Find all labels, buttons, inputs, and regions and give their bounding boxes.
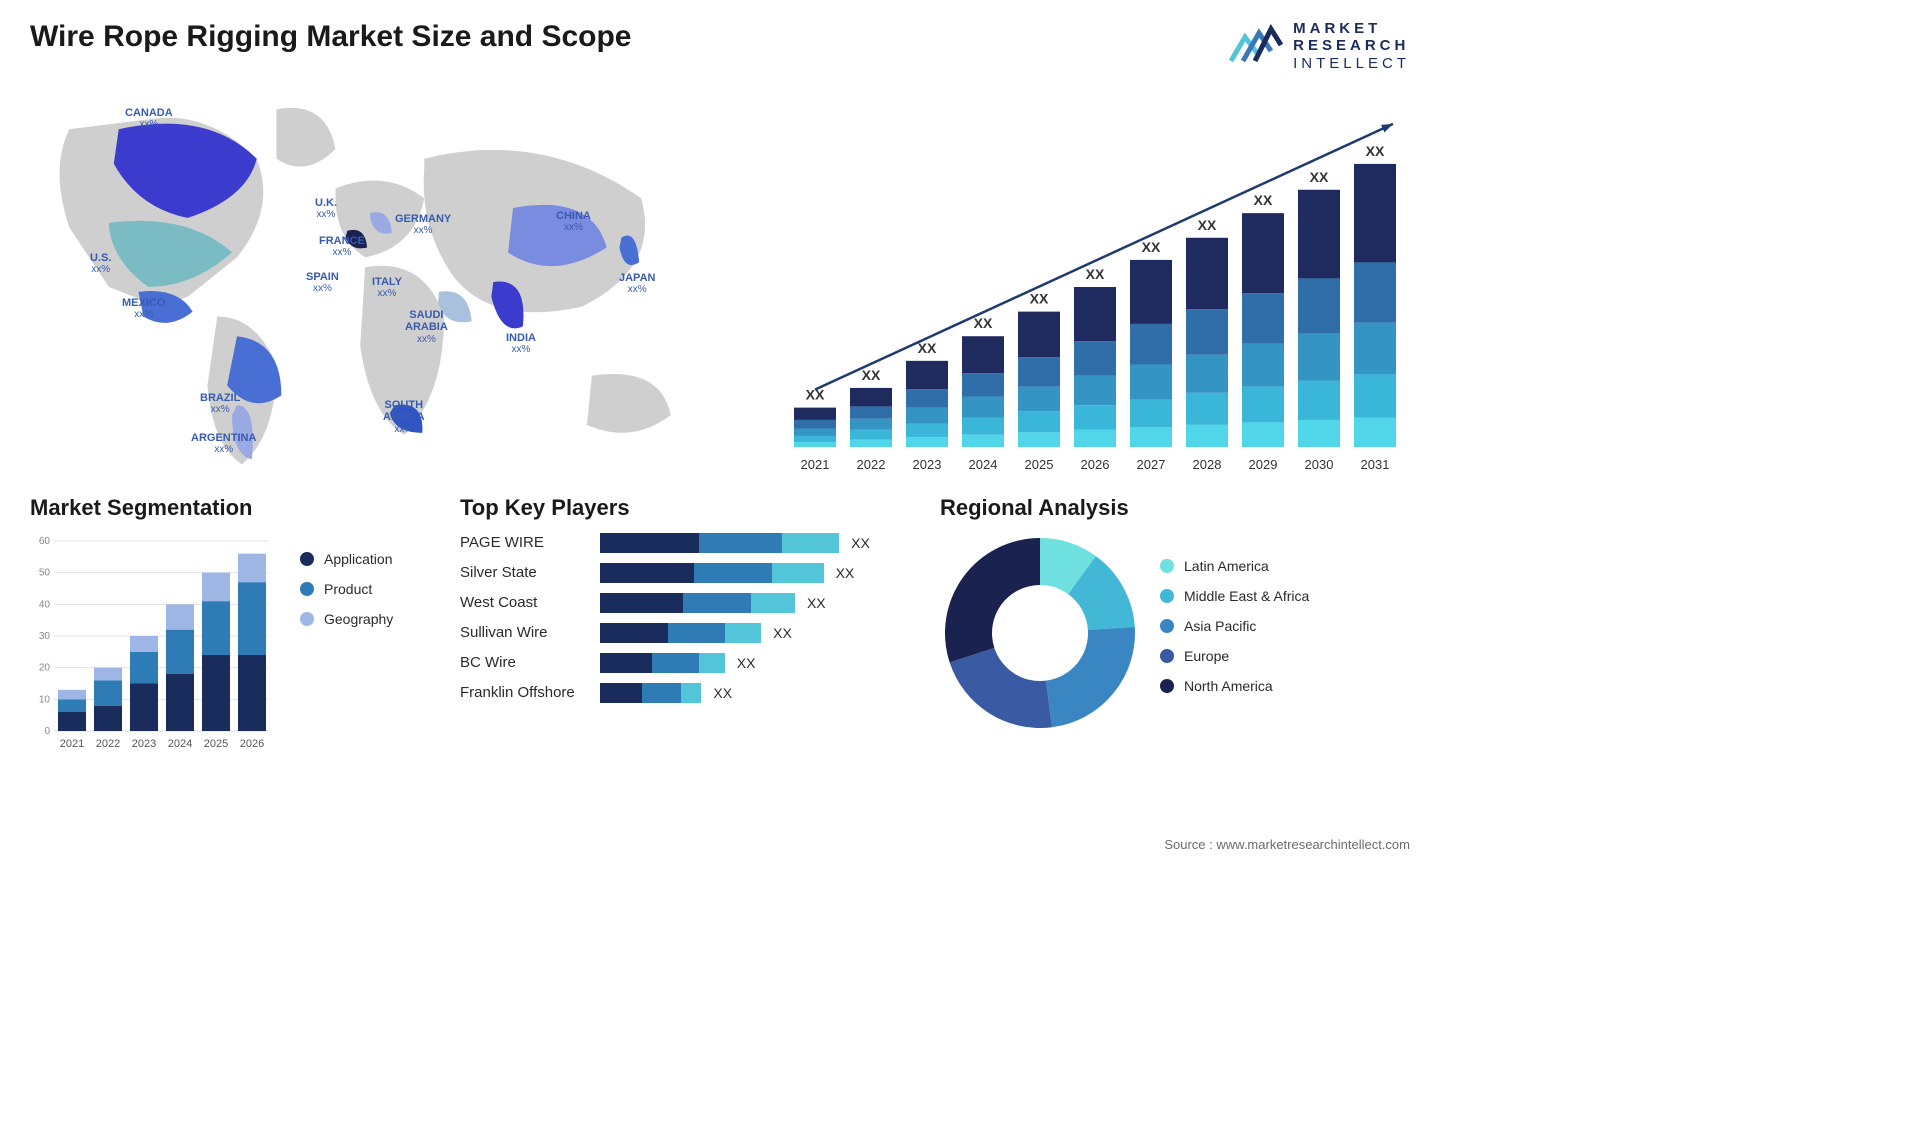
page-title: Wire Rope Rigging Market Size and Scope <box>30 20 632 54</box>
player-value: XX <box>773 625 792 641</box>
map-label-india: INDIAxx% <box>506 332 536 356</box>
player-value: XX <box>836 565 855 581</box>
svg-text:2027: 2027 <box>1137 457 1166 472</box>
regional-title: Regional Analysis <box>940 495 1410 521</box>
map-label-mexico: MEXICOxx% <box>122 297 165 321</box>
player-label: West Coast <box>460 594 600 611</box>
player-label: PAGE WIRE <box>460 534 600 551</box>
map-label-us: U.S.xx% <box>90 252 111 276</box>
map-label-japan: JAPANxx% <box>619 272 655 296</box>
svg-text:XX: XX <box>1254 192 1273 208</box>
svg-text:30: 30 <box>39 631 51 642</box>
svg-text:XX: XX <box>1086 266 1105 282</box>
legend-item: Geography <box>300 611 430 627</box>
svg-text:2022: 2022 <box>96 738 120 750</box>
svg-text:2025: 2025 <box>1025 457 1054 472</box>
svg-text:XX: XX <box>1030 290 1049 306</box>
player-value: XX <box>807 595 826 611</box>
key-players-panel: Top Key Players PAGE WIRE XX Silver State X… <box>460 495 910 753</box>
player-value: XX <box>737 655 756 671</box>
source-attribution: Source : www.marketresearchintellect.com <box>1164 837 1410 852</box>
svg-text:XX: XX <box>862 367 881 383</box>
svg-text:2024: 2024 <box>168 738 192 750</box>
svg-text:XX: XX <box>1310 169 1329 185</box>
svg-text:2030: 2030 <box>1305 457 1334 472</box>
player-label: Silver State <box>460 564 600 581</box>
map-label-uk: U.K.xx% <box>315 197 337 221</box>
segmentation-title: Market Segmentation <box>30 495 430 521</box>
svg-text:2026: 2026 <box>1081 457 1110 472</box>
svg-text:2028: 2028 <box>1193 457 1222 472</box>
legend-item: North America <box>1160 678 1309 694</box>
map-label-france: FRANCExx% <box>319 235 365 259</box>
svg-text:2024: 2024 <box>969 457 998 472</box>
svg-text:2022: 2022 <box>857 457 886 472</box>
player-label: BC Wire <box>460 654 600 671</box>
player-row: PAGE WIRE XX <box>460 533 910 553</box>
player-row: Silver State XX <box>460 563 910 583</box>
svg-text:0: 0 <box>44 726 50 737</box>
player-label: Franklin Offshore <box>460 684 600 701</box>
svg-text:2023: 2023 <box>132 738 156 750</box>
svg-text:60: 60 <box>39 536 51 547</box>
map-label-spain: SPAINxx% <box>306 271 339 295</box>
legend-item: Product <box>300 581 430 597</box>
logo-mark-icon <box>1227 23 1283 69</box>
legend-item: Latin America <box>1160 558 1309 574</box>
logo-line1: MARKET <box>1293 20 1410 37</box>
map-label-germany: GERMANYxx% <box>395 213 451 237</box>
regional-legend: Latin America Middle East & Africa Asia Pa… <box>1160 558 1309 708</box>
regional-donut-chart <box>940 533 1140 733</box>
legend-item: Europe <box>1160 648 1309 664</box>
map-label-canada: CANADAxx% <box>125 107 173 131</box>
player-value: XX <box>851 535 870 551</box>
svg-text:XX: XX <box>974 315 993 331</box>
player-row: Sullivan Wire XX <box>460 623 910 643</box>
svg-text:20: 20 <box>39 662 51 673</box>
legend-item: Asia Pacific <box>1160 618 1309 634</box>
world-map-panel: CANADAxx% U.S.xx% MEXICOxx% BRAZILxx% ARGENT… <box>30 87 720 477</box>
map-label-saudi: SAUDIARABIAxx% <box>405 309 448 346</box>
map-label-china: CHINAxx% <box>556 210 591 234</box>
logo-line2: RESEARCH <box>1293 37 1410 54</box>
player-row: West Coast XX <box>460 593 910 613</box>
svg-text:XX: XX <box>1142 239 1161 255</box>
player-bar <box>600 623 761 643</box>
svg-text:XX: XX <box>1366 143 1385 159</box>
player-value: XX <box>713 685 732 701</box>
player-bar <box>600 533 839 553</box>
segmentation-panel: Market Segmentation 0 10 20 30 40 50 60 2021 202… <box>30 495 430 753</box>
map-label-safrica: SOUTHAFRICAxx% <box>383 399 425 436</box>
svg-text:10: 10 <box>39 694 51 705</box>
player-bar <box>600 563 824 583</box>
forecast-chart: XX 2021 XX 2022 XX 2023 XX 2024 XX 2025 XX 2026 XX 20… <box>750 87 1410 477</box>
segmentation-legend: Application Product Geography <box>300 533 430 753</box>
svg-text:XX: XX <box>1198 217 1217 233</box>
map-label-argentina: ARGENTINAxx% <box>191 432 256 456</box>
svg-text:50: 50 <box>39 567 51 578</box>
segmentation-chart: 0 10 20 30 40 50 60 2021 2022 2023 2024 2025 2026 <box>30 533 280 753</box>
svg-text:2026: 2026 <box>240 738 264 750</box>
svg-text:40: 40 <box>39 599 51 610</box>
svg-text:2023: 2023 <box>913 457 942 472</box>
map-label-brazil: BRAZILxx% <box>200 392 240 416</box>
legend-item: Application <box>300 551 430 567</box>
svg-text:2021: 2021 <box>60 738 84 750</box>
regional-panel: Regional Analysis Latin America Middle Ea… <box>940 495 1410 753</box>
player-row: Franklin Offshore XX <box>460 683 910 703</box>
player-bar <box>600 653 725 673</box>
map-label-italy: ITALYxx% <box>372 276 402 300</box>
player-row: BC Wire XX <box>460 653 910 673</box>
svg-text:2031: 2031 <box>1361 457 1390 472</box>
svg-text:2021: 2021 <box>801 457 830 472</box>
player-bar <box>600 593 795 613</box>
brand-logo: MARKET RESEARCH INTELLECT <box>1227 20 1410 72</box>
key-players-title: Top Key Players <box>460 495 910 521</box>
svg-text:2029: 2029 <box>1249 457 1278 472</box>
player-bar <box>600 683 701 703</box>
svg-text:2025: 2025 <box>204 738 228 750</box>
logo-line3: INTELLECT <box>1293 55 1410 72</box>
player-label: Sullivan Wire <box>460 624 600 641</box>
legend-item: Middle East & Africa <box>1160 588 1309 604</box>
